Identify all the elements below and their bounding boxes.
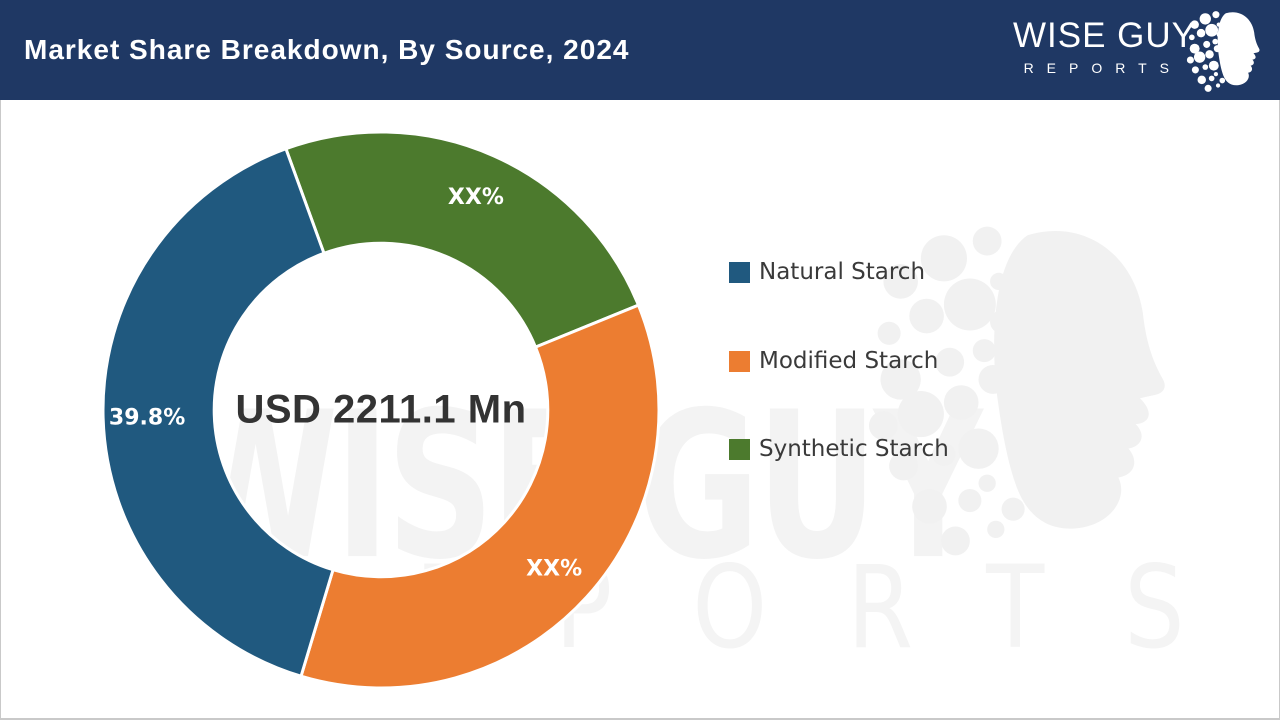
logo-head-icon xyxy=(1186,11,1260,92)
wiseguy-logo: WISE GUY REPORTS xyxy=(1013,4,1260,96)
page-title: Market Share Breakdown, By Source, 2024 xyxy=(24,34,630,65)
donut-slice-synthetic-starch xyxy=(284,130,640,349)
slice-label-natural-starch: 39.8% xyxy=(109,406,185,431)
header-bar: Market Share Breakdown, By Source, 2024 … xyxy=(0,0,1280,100)
logo-wordmark: WISE GUY xyxy=(1012,16,1196,55)
legend-label: Natural Starch xyxy=(759,259,926,285)
chart-area: WISE GUY REPORTS XX% XX% 39.8% USD 2211.1 … xyxy=(0,100,1280,720)
slice-label-synthetic-starch: XX% xyxy=(448,185,504,210)
legend-item-synthetic-starch: Synthetic Starch xyxy=(729,436,949,462)
legend-swatch xyxy=(729,438,750,460)
legend-label: Synthetic Starch xyxy=(759,436,949,462)
legend-swatch xyxy=(729,261,750,283)
legend-item-natural-starch: Natural Starch xyxy=(729,259,925,285)
slice-label-modified-starch: XX% xyxy=(526,556,582,581)
donut-chart: XX% XX% 39.8% xyxy=(101,130,661,690)
logo-subtext: REPORTS xyxy=(1023,60,1182,76)
donut-center-value: USD 2211.1 Mn xyxy=(235,387,527,432)
donut-slice-natural-starch xyxy=(101,147,335,678)
legend-item-modified-starch: Modified Starch xyxy=(729,348,938,374)
donut-slice-modified-starch xyxy=(299,303,661,690)
legend-label: Modified Starch xyxy=(759,348,939,374)
legend-swatch xyxy=(729,350,750,372)
